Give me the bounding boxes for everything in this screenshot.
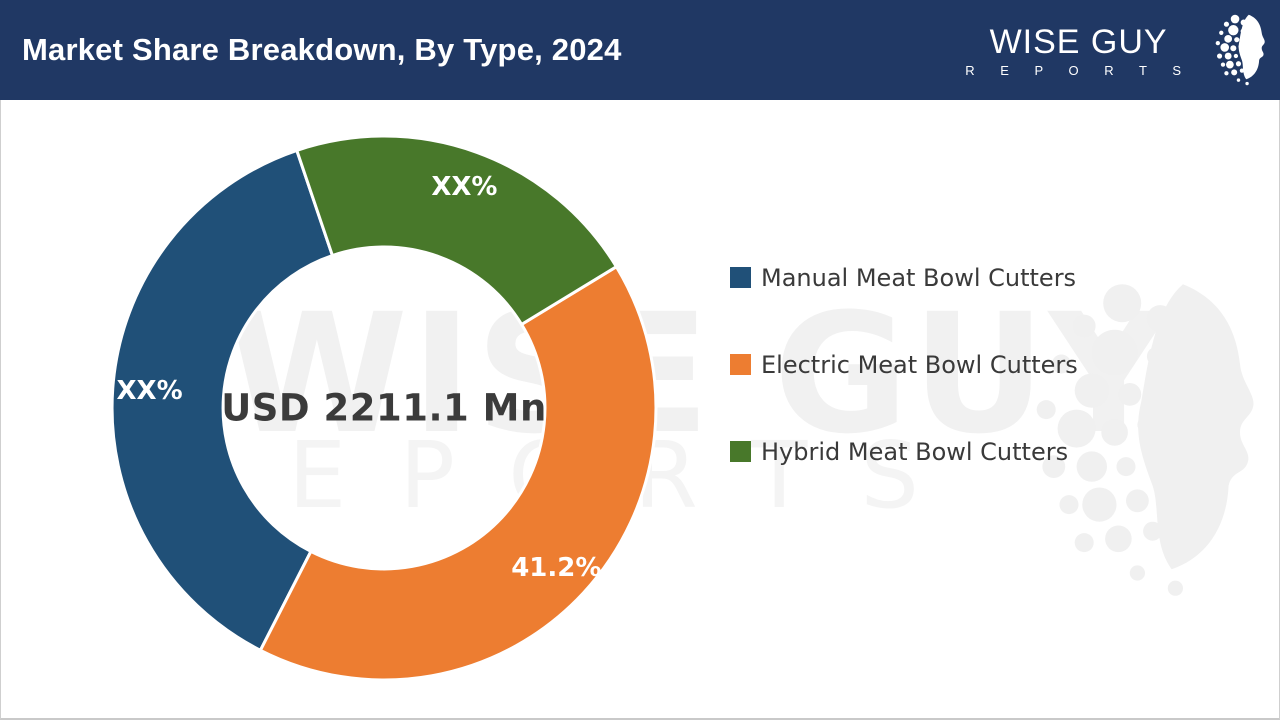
legend-swatch-icon bbox=[730, 267, 751, 288]
legend-label: Manual Meat Bowl Cutters bbox=[761, 263, 1077, 292]
brand-name: WISE GUY bbox=[989, 23, 1168, 61]
donut-segment-0 bbox=[110, 148, 335, 653]
legend-label: Electric Meat Bowl Cutters bbox=[761, 350, 1078, 379]
chart-area: WISE GUY R E P O R T S XX%41.2%XX% USD 2… bbox=[0, 100, 1280, 720]
brand-logo: WISE GUY R E P O R T S bbox=[965, 11, 1266, 89]
chart-center-value: USD 2211.1 Mn bbox=[221, 386, 547, 430]
header-bar: Market Share Breakdown, By Type, 2024 WI… bbox=[0, 0, 1280, 100]
page-title: Market Share Breakdown, By Type, 2024 bbox=[22, 32, 622, 67]
donut-segment-2 bbox=[294, 134, 619, 327]
wiseguy-face-icon bbox=[1180, 11, 1266, 89]
watermark-text: WISE GUY bbox=[226, 278, 1172, 470]
legend-item-2: Hybrid Meat Bowl Cutters bbox=[730, 437, 1078, 466]
segment-label-0: XX% bbox=[117, 376, 183, 406]
segment-label-2: XX% bbox=[431, 172, 497, 202]
legend-item-1: Electric Meat Bowl Cutters bbox=[730, 350, 1078, 379]
legend-swatch-icon bbox=[730, 354, 751, 375]
brand-wordmark: WISE GUY R E P O R T S bbox=[965, 25, 1192, 78]
legend-label: Hybrid Meat Bowl Cutters bbox=[761, 437, 1069, 466]
brand-subtitle: R E P O R T S bbox=[965, 63, 1192, 78]
legend-swatch-icon bbox=[730, 441, 751, 462]
donut-segment-1 bbox=[258, 264, 658, 682]
segment-label-1: 41.2% bbox=[511, 553, 601, 583]
donut-chart: XX% 41.2% XX% bbox=[110, 134, 658, 682]
legend-item-0: Manual Meat Bowl Cutters bbox=[730, 263, 1078, 292]
chart-legend: Manual Meat Bowl Cutters Electric Meat Bo… bbox=[730, 263, 1078, 466]
